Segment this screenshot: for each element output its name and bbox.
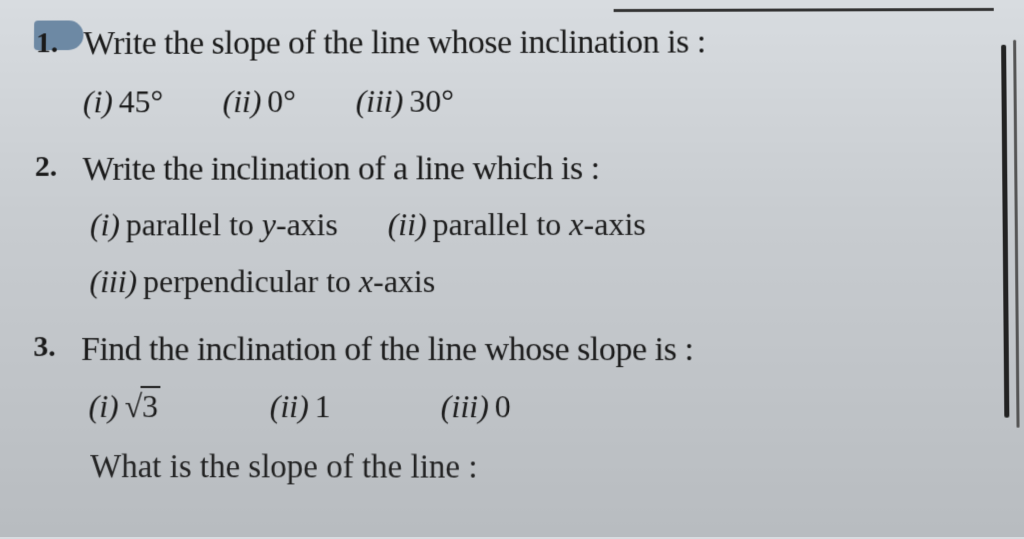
option-value: 30° <box>409 82 454 119</box>
option-label: (iii) <box>441 388 489 425</box>
option-value: perpendicular to x-axis <box>143 263 435 300</box>
option-label: (iii) <box>356 83 404 120</box>
option-label: (i) <box>88 388 118 425</box>
option-3-ii: (ii) 1 <box>270 388 331 425</box>
option-value: 3 <box>125 388 161 425</box>
option-1-iii: (iii) 30° <box>356 82 454 119</box>
option-value: 45° <box>119 83 164 120</box>
question-text: Write the slope of the line whose inclin… <box>83 18 984 68</box>
question-text: Write the inclination of a line which is… <box>82 144 985 193</box>
partial-question: What is the slope of the line : <box>20 449 987 487</box>
option-2-i: (i) parallel to y-axis <box>90 206 338 243</box>
question-2-options: (i) parallel to y-axis (ii) parallel to … <box>81 206 986 301</box>
question-2: 2. Write the inclination of a line which… <box>22 144 986 300</box>
option-value: parallel to y-axis <box>126 206 338 243</box>
option-3-iii: (iii) 0 <box>441 388 511 425</box>
question-1: 1. Write the slope of the line whose inc… <box>23 20 984 120</box>
option-label: (ii) <box>270 388 309 425</box>
option-label: (i) <box>83 83 113 120</box>
option-1-i: (i) 45° <box>83 83 163 120</box>
option-value: 0° <box>267 83 296 120</box>
option-3-i: (i) 3 <box>88 388 160 425</box>
option-1-ii: (ii) 0° <box>223 83 297 120</box>
option-label: (i) <box>90 207 120 244</box>
option-2-iii: (iii) perpendicular to x-axis <box>89 263 986 300</box>
question-number: 2. <box>35 150 58 184</box>
option-label: (ii) <box>223 83 262 120</box>
option-value: parallel to x-axis <box>433 206 646 243</box>
option-value: 0 <box>495 388 511 425</box>
question-3: 3. Find the inclination of the line whos… <box>21 326 987 425</box>
question-3-options: (i) 3 (ii) 1 (iii) 0 <box>81 388 988 426</box>
option-label: (iii) <box>89 263 137 300</box>
question-number: 3. <box>33 330 56 364</box>
option-2-ii: (ii) parallel to x-axis <box>388 206 646 243</box>
option-label: (ii) <box>388 206 427 243</box>
question-1-options: (i) 45° (ii) 0° (iii) 30° <box>83 81 985 120</box>
question-text: Find the inclination of the line whose s… <box>81 326 987 374</box>
question-number: 1. <box>36 26 58 60</box>
page-content: 1. Write the slope of the line whose inc… <box>0 0 1024 497</box>
option-value: 1 <box>315 388 331 425</box>
